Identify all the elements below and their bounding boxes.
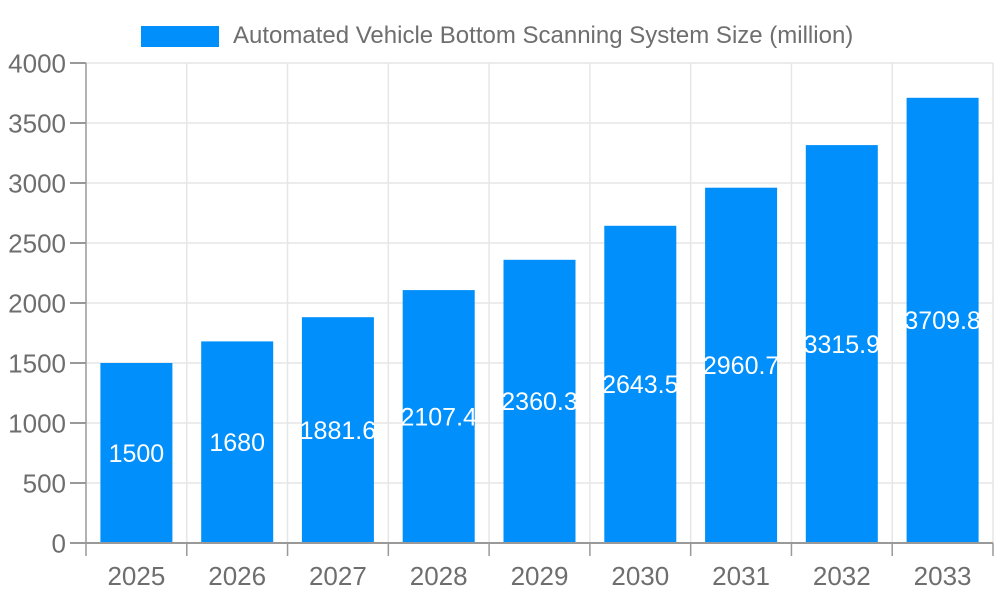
legend-label: Automated Vehicle Bottom Scanning System… [233,22,854,49]
bar-value-label: 1500 [109,440,165,468]
x-tick-label: 2033 [914,561,972,591]
x-tick-label: 2031 [712,561,770,591]
bar [705,187,778,543]
bar [805,145,878,543]
bar-value-label: 2360.3 [501,388,577,416]
bar-value-label: 3315.9 [804,331,880,359]
bar-value-label: 2107.4 [400,403,477,431]
legend[interactable]: Automated Vehicle Bottom Scanning System… [141,22,853,50]
bar [604,225,677,544]
x-tick-label: 2029 [511,561,569,591]
bar-value-label: 1881.6 [300,417,376,445]
bar [301,317,374,543]
bar [503,259,576,543]
bar-value-label: 2643.5 [602,371,678,399]
y-tick-label: 2500 [8,228,66,258]
x-tick-label: 2026 [208,561,266,591]
x-tick-label: 2032 [813,561,871,591]
y-tick-label: 3000 [8,168,66,198]
bar [100,363,173,543]
bar [201,341,274,543]
y-tick-label: 1500 [8,348,66,378]
x-tick-label: 2027 [309,561,367,591]
legend-swatch [141,25,219,47]
bar [906,97,979,544]
bar-value-label: 1680 [209,429,265,457]
y-tick-label: 2000 [8,288,66,318]
x-tick-label: 2030 [611,561,669,591]
y-tick-label: 500 [23,468,66,498]
bar-value-label: 2960.7 [703,352,779,380]
y-tick-label: 4000 [8,48,66,78]
bar-value-label: 3709.8 [904,307,980,335]
y-tick-label: 1000 [8,408,66,438]
y-tick-label: 0 [52,528,66,558]
y-tick-label: 3500 [8,108,66,138]
x-tick-label: 2028 [410,561,468,591]
bar [402,290,475,543]
x-tick-label: 2025 [107,561,165,591]
